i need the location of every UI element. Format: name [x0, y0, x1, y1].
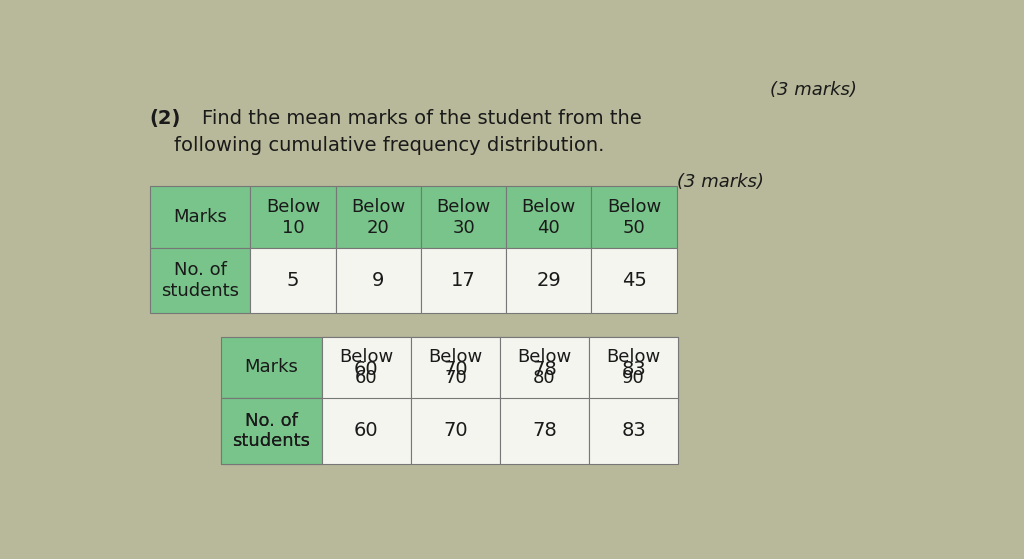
- Text: Below
30: Below 30: [436, 198, 490, 236]
- Text: 60: 60: [354, 421, 379, 440]
- Bar: [411, 398, 500, 463]
- Bar: [251, 248, 336, 314]
- Bar: [336, 248, 421, 314]
- Bar: [592, 187, 677, 248]
- Bar: [411, 337, 500, 398]
- Text: 70: 70: [443, 421, 468, 440]
- Bar: [421, 187, 506, 248]
- Text: 45: 45: [622, 271, 646, 290]
- Bar: [500, 398, 589, 463]
- Text: No. of
students: No. of students: [161, 262, 239, 300]
- Bar: [500, 337, 589, 398]
- Bar: [589, 337, 678, 398]
- Bar: [506, 187, 592, 248]
- Text: Below
60: Below 60: [339, 348, 393, 387]
- Text: 70: 70: [443, 360, 468, 379]
- Text: Marks: Marks: [245, 358, 298, 376]
- Text: 83: 83: [622, 421, 646, 440]
- Bar: [322, 337, 411, 398]
- Text: Below
10: Below 10: [266, 198, 321, 236]
- Text: Find the mean marks of the student from the: Find the mean marks of the student from …: [202, 110, 641, 129]
- Text: (3 marks): (3 marks): [677, 173, 764, 191]
- Bar: [322, 398, 411, 463]
- Bar: [221, 337, 322, 398]
- Bar: [150, 187, 251, 248]
- Text: (2): (2): [150, 110, 181, 129]
- Text: 60: 60: [354, 360, 379, 379]
- Text: 83: 83: [622, 360, 646, 379]
- Text: Below
20: Below 20: [351, 198, 406, 236]
- Bar: [589, 337, 678, 402]
- Text: Below
80: Below 80: [517, 348, 571, 387]
- Text: 29: 29: [537, 271, 561, 290]
- Text: (3 marks): (3 marks): [770, 81, 856, 99]
- Text: 9: 9: [372, 271, 385, 290]
- Bar: [592, 248, 677, 314]
- Bar: [411, 337, 500, 402]
- Bar: [336, 187, 421, 248]
- Text: Marks: Marks: [173, 209, 227, 226]
- Bar: [500, 337, 589, 402]
- Bar: [251, 187, 336, 248]
- Text: 5: 5: [287, 271, 299, 290]
- Text: 78: 78: [532, 421, 557, 440]
- Text: 17: 17: [452, 271, 476, 290]
- Text: following cumulative frequency distribution.: following cumulative frequency distribut…: [174, 136, 605, 155]
- Bar: [506, 248, 592, 314]
- Text: 78: 78: [532, 360, 557, 379]
- Text: No. of
students: No. of students: [232, 411, 310, 451]
- Text: Below
90: Below 90: [606, 348, 660, 387]
- Bar: [421, 248, 506, 314]
- Bar: [221, 398, 322, 463]
- Bar: [221, 398, 322, 463]
- Bar: [150, 248, 251, 314]
- Bar: [589, 398, 678, 463]
- Bar: [322, 337, 411, 402]
- Text: Below
40: Below 40: [521, 198, 575, 236]
- Text: No. of
students: No. of students: [232, 411, 310, 451]
- Text: Below
50: Below 50: [607, 198, 662, 236]
- Text: Below
70: Below 70: [428, 348, 482, 387]
